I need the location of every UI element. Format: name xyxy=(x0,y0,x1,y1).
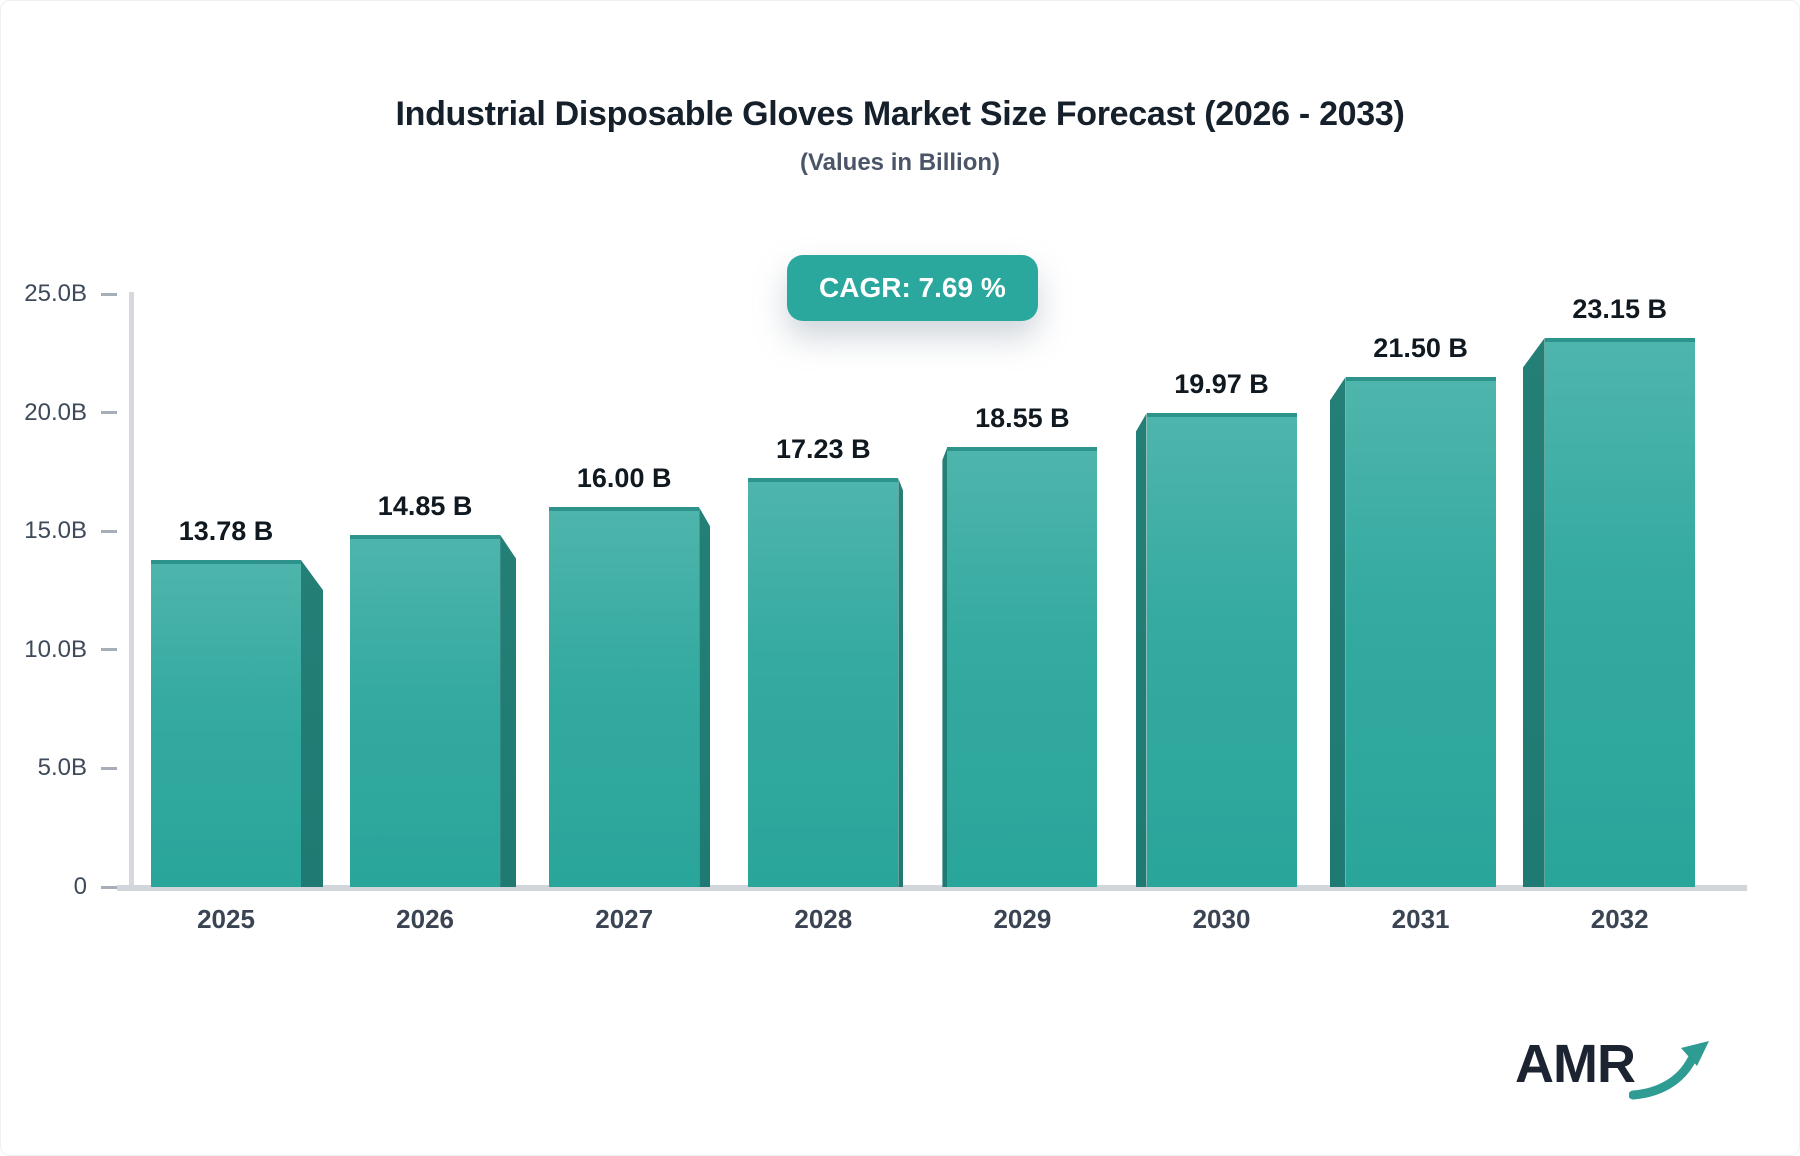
bar-bevel xyxy=(942,446,948,887)
bar-top-edge xyxy=(350,534,501,539)
y-axis-tick-label: 0 xyxy=(73,873,87,900)
bar-bevel xyxy=(301,560,323,887)
bar-bevel xyxy=(500,534,517,887)
bar-value-label: 14.85 B xyxy=(377,490,473,521)
x-axis-label: 2027 xyxy=(595,904,654,934)
x-axis-label: 2029 xyxy=(993,904,1052,934)
bar-value-label: 16.00 B xyxy=(576,463,672,494)
x-axis-label: 2025 xyxy=(197,904,255,934)
y-axis-tick xyxy=(101,766,117,770)
x-axis-label: 2028 xyxy=(794,904,853,934)
bar-value-label: 23.15 B xyxy=(1572,293,1667,324)
chart-subtitle: (Values in Billion) xyxy=(799,149,1001,176)
y-axis-tick-label: 15.0B xyxy=(24,517,87,545)
bar-value-label: 18.55 B xyxy=(975,402,1070,433)
x-axis-baseline xyxy=(117,885,1747,891)
bar-bevel xyxy=(699,507,711,887)
bar-top-edge xyxy=(1544,337,1695,342)
y-axis-tick xyxy=(101,292,117,296)
y-axis-tick-label: 20.0B xyxy=(24,398,87,426)
brand-logo: AMR xyxy=(1515,1037,1711,1101)
y-axis-line xyxy=(129,292,134,887)
y-axis-tick-label: 25.0B xyxy=(24,280,87,307)
bar-2028 xyxy=(748,478,899,887)
bar-top-edge xyxy=(947,446,1098,451)
bar-top-edge xyxy=(748,478,899,483)
cagr-badge: CAGR: 7.69 % xyxy=(787,255,1038,321)
chart-title: Industrial Disposable Gloves Market Size… xyxy=(395,95,1405,133)
bar-2031 xyxy=(1345,377,1496,887)
y-axis-tick xyxy=(101,529,117,533)
bar-2026 xyxy=(350,534,501,887)
bar-top-edge xyxy=(1345,377,1496,382)
x-axis-label: 2030 xyxy=(1192,904,1251,934)
bar-value-label: 13.78 B xyxy=(178,516,274,547)
bar-value-label: 19.97 B xyxy=(1174,369,1269,400)
y-axis-tick xyxy=(101,648,117,652)
bar-bevel xyxy=(1135,413,1147,887)
x-axis-label: 2026 xyxy=(396,904,455,934)
bar-value-label: 17.23 B xyxy=(776,434,871,465)
bar-2025 xyxy=(151,560,301,887)
y-axis-tick xyxy=(101,885,117,889)
bar-bevel xyxy=(1329,377,1346,887)
bar-top-edge xyxy=(549,507,700,512)
y-axis-tick-label: 5.0B xyxy=(37,754,87,782)
y-axis-tick xyxy=(101,411,117,415)
bar-bevel xyxy=(898,478,904,887)
bar-value-label: 21.50 B xyxy=(1373,333,1468,364)
bar-2030 xyxy=(1146,413,1297,887)
bar-2027 xyxy=(549,507,700,887)
bar-2029 xyxy=(947,446,1098,887)
bar-top-edge xyxy=(1146,413,1297,418)
brand-logo-text: AMR xyxy=(1515,1034,1636,1094)
bar-2032 xyxy=(1544,337,1695,887)
bar-bevel xyxy=(1522,337,1545,887)
y-axis-tick-label: 10.0B xyxy=(24,635,87,663)
x-axis-label: 2032 xyxy=(1590,904,1649,934)
bar-top-edge xyxy=(151,560,301,565)
growth-arrow-icon xyxy=(1629,1041,1709,1100)
x-axis-label: 2031 xyxy=(1391,904,1450,934)
